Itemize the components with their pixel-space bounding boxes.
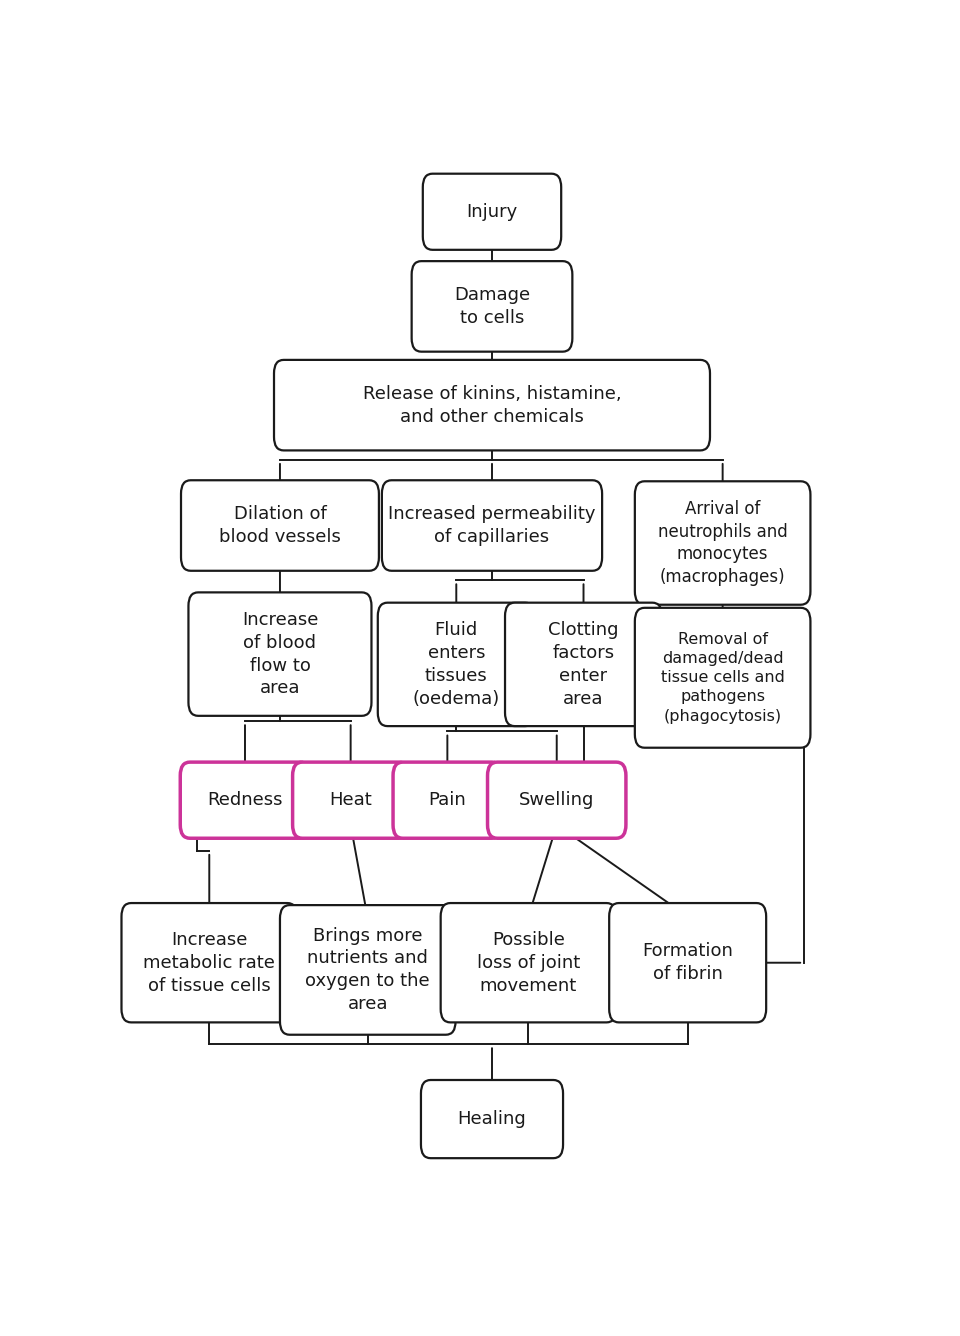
Text: Arrival of
neutrophils and
monocytes
(macrophages): Arrival of neutrophils and monocytes (ma… [658,500,787,587]
FancyBboxPatch shape [505,603,662,727]
Text: Removal of
damaged/dead
tissue cells and
pathogens
(phagocytosis): Removal of damaged/dead tissue cells and… [660,632,784,724]
Text: Possible
loss of joint
movement: Possible loss of joint movement [477,931,580,994]
FancyBboxPatch shape [274,359,710,450]
Text: Pain: Pain [428,791,467,810]
Text: Redness: Redness [207,791,283,810]
Text: Increased permeability
of capillaries: Increased permeability of capillaries [388,505,596,546]
Text: Dilation of
blood vessels: Dilation of blood vessels [219,505,341,546]
Text: Healing: Healing [458,1110,526,1128]
FancyBboxPatch shape [441,903,616,1022]
FancyBboxPatch shape [420,1079,564,1158]
FancyBboxPatch shape [378,603,535,727]
FancyBboxPatch shape [610,903,766,1022]
Text: Injury: Injury [467,203,517,220]
Text: Damage
to cells: Damage to cells [454,286,530,327]
FancyBboxPatch shape [382,480,602,570]
Text: Release of kinins, histamine,
and other chemicals: Release of kinins, histamine, and other … [363,385,621,426]
Text: Formation
of fibrin: Formation of fibrin [642,942,733,983]
FancyBboxPatch shape [280,904,456,1035]
FancyBboxPatch shape [635,608,810,748]
FancyBboxPatch shape [122,903,297,1022]
FancyBboxPatch shape [422,174,562,250]
Text: Heat: Heat [329,791,372,810]
Text: Increase
of blood
flow to
area: Increase of blood flow to area [242,611,318,697]
FancyBboxPatch shape [393,762,502,838]
Text: Clotting
factors
enter
area: Clotting factors enter area [548,621,619,708]
Text: Swelling: Swelling [519,791,594,810]
FancyBboxPatch shape [488,762,626,838]
FancyBboxPatch shape [180,762,310,838]
Text: Fluid
enters
tissues
(oedema): Fluid enters tissues (oedema) [413,621,500,708]
FancyBboxPatch shape [181,480,379,570]
FancyBboxPatch shape [635,481,810,605]
FancyBboxPatch shape [293,762,409,838]
FancyBboxPatch shape [412,261,572,351]
FancyBboxPatch shape [188,592,372,716]
Text: Brings more
nutrients and
oxygen to the
area: Brings more nutrients and oxygen to the … [305,927,430,1013]
Text: Increase
metabolic rate
of tissue cells: Increase metabolic rate of tissue cells [143,931,276,994]
